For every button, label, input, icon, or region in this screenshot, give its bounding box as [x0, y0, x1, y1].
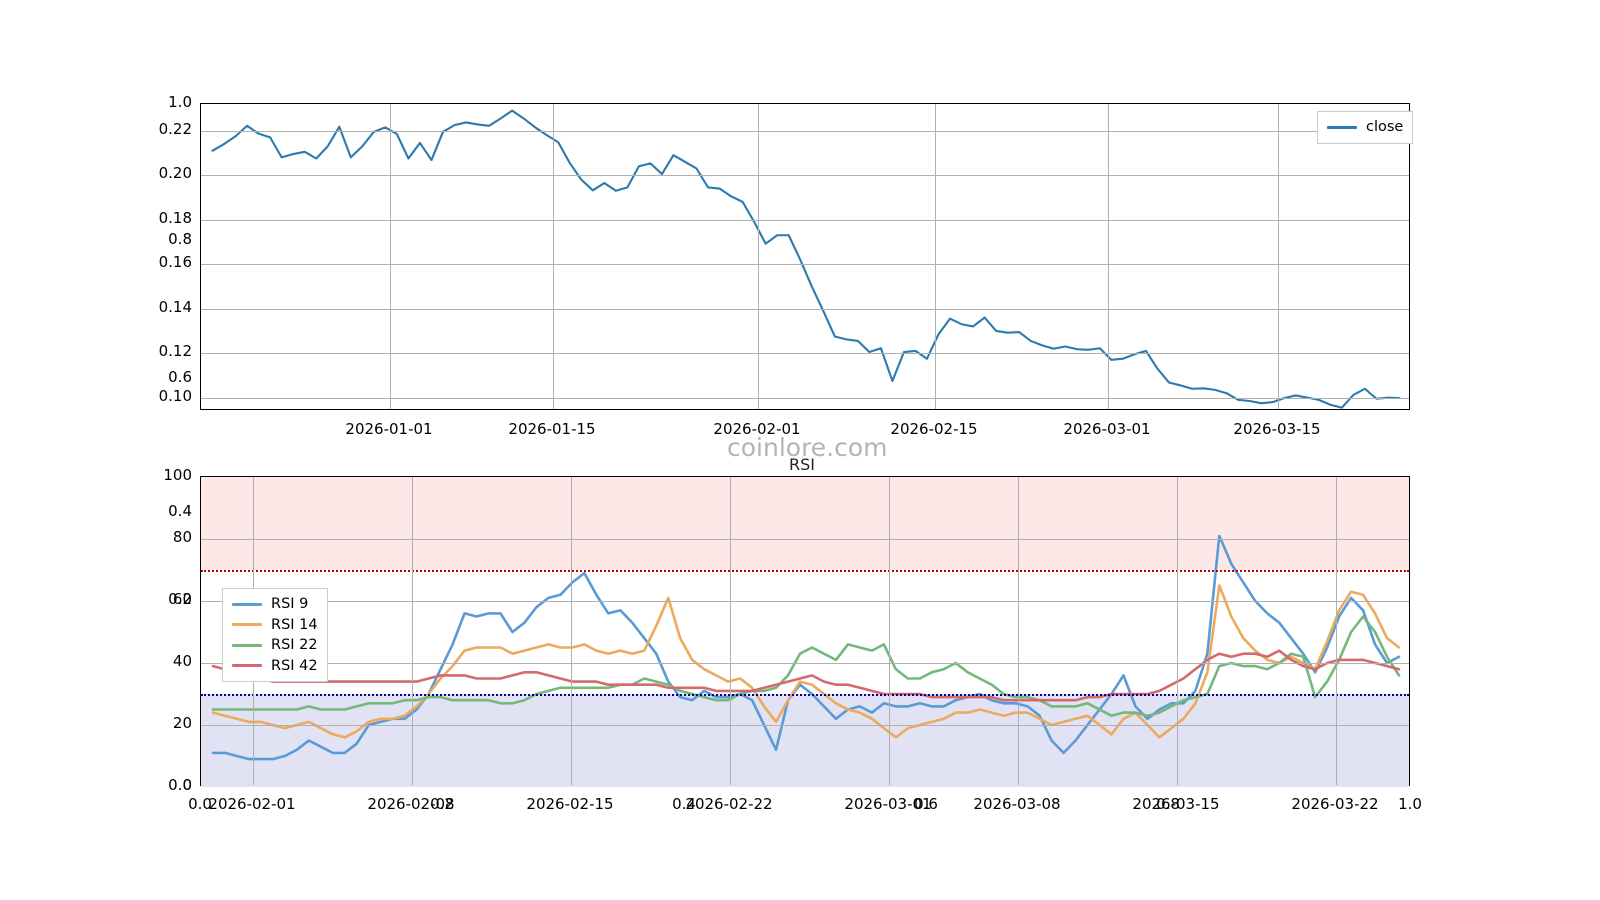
rsi-gridline-v — [889, 477, 890, 785]
overbought-band — [201, 477, 1409, 570]
rsi-x-tick-label: 2026-02-15 — [526, 795, 614, 813]
rsi-x-tick-label: 2026-02-08 — [367, 795, 455, 813]
price-x-tick-label: 2026-02-15 — [890, 420, 978, 438]
price-line-series — [211, 109, 1401, 409]
rsi-x-overlay-tick-label: 0.8 — [1156, 795, 1180, 813]
price-y-tick-label: 0.16 — [158, 253, 192, 272]
price-y-overlay-tick-label: 1.0 — [168, 93, 192, 111]
price-y-tick-label: 0.18 — [158, 208, 192, 227]
legend-color-swatch-icon — [1327, 125, 1357, 129]
rsi-y-tick-label: 20 — [172, 714, 192, 732]
rsi-legend-item[interactable]: RSI 14 — [232, 615, 318, 636]
rsi-y-overlay-tick-label: 0.2 — [168, 590, 192, 608]
rsi-legend-item[interactable]: RSI 22 — [232, 635, 318, 656]
legend-label: RSI 42 — [271, 657, 318, 674]
price-x-tick-label: 2026-02-01 — [713, 420, 801, 438]
price-chart-panel — [200, 103, 1410, 410]
rsi-x-overlay-tick-label: 0.4 — [672, 795, 696, 813]
rsi-gridline-h — [201, 725, 1409, 726]
rsi-x-tick-label: 2026-02-01 — [208, 795, 296, 813]
rsi-legend-item[interactable]: RSI 9 — [232, 594, 318, 615]
legend-color-swatch-icon — [232, 664, 262, 668]
rsi-x-overlay-tick-label: 1.0 — [1398, 795, 1422, 813]
price-y-overlay-tick-label: 0.6 — [168, 368, 192, 386]
rsi-gridline-v — [412, 477, 413, 785]
legend-label: RSI 9 — [271, 596, 309, 612]
rsi-chart-panel — [200, 476, 1410, 787]
price-gridline-h — [201, 397, 1409, 399]
price-x-tick-label: 2026-01-01 — [345, 420, 433, 438]
overbought-reference-line — [201, 570, 1409, 572]
rsi-gridline-h — [201, 663, 1409, 664]
rsi-gridline-v — [730, 477, 731, 785]
legend-color-swatch-icon — [232, 643, 262, 647]
legend-color-swatch-icon — [232, 623, 262, 627]
rsi-y-tick-label: 80 — [172, 528, 192, 546]
price-gridline-v — [758, 104, 759, 409]
rsi-y-overlay-tick-label: 0.0 — [168, 776, 192, 794]
price-gridline-h — [201, 353, 1409, 355]
rsi-gridline-h — [201, 539, 1409, 540]
price-gridline-h — [201, 219, 1409, 221]
price-gridline-h — [201, 130, 1409, 132]
rsi-panel-title: RSI — [789, 455, 815, 474]
price-x-tick-label: 2026-03-01 — [1063, 420, 1151, 438]
rsi-y-tick-label: 100 — [163, 466, 192, 484]
rsi-x-tick-label: 2026-03-15 — [1132, 795, 1220, 813]
price-gridline-v — [1278, 104, 1279, 409]
legend-label: RSI 22 — [271, 637, 318, 653]
price-gridline-h — [201, 175, 1409, 177]
price-legend-item[interactable]: close — [1327, 117, 1403, 138]
legend-color-swatch-icon — [232, 602, 262, 606]
price-gridline-h — [201, 264, 1409, 266]
rsi-gridline-v — [1336, 477, 1337, 785]
rsi-x-overlay-tick-label: 0.2 — [430, 795, 454, 813]
price-y-tick-label: 0.12 — [158, 342, 192, 361]
rsi-line-series — [211, 534, 1401, 761]
price-gridline-v — [935, 104, 936, 409]
coinlore-watermark: coinlore.com — [727, 433, 888, 462]
rsi-y-tick-label: 40 — [172, 652, 192, 670]
rsi-x-tick-label: 2026-03-01 — [844, 795, 932, 813]
legend-label: close — [1366, 119, 1404, 135]
rsi-x-tick-label: 2026-03-22 — [1291, 795, 1379, 813]
rsi-gridline-v — [571, 477, 572, 785]
rsi-legend-item[interactable]: RSI 42 — [232, 656, 318, 677]
rsi-gridline-v — [1177, 477, 1178, 785]
rsi-x-tick-label: 2026-03-08 — [973, 795, 1061, 813]
price-gridline-v — [1108, 104, 1109, 409]
oversold-band — [201, 694, 1409, 787]
price-y-tick-label: 0.20 — [158, 164, 192, 183]
price-gridline-v — [390, 104, 391, 409]
rsi-chart-legend[interactable]: RSI 9 RSI 14 RSI 22 RSI 42 — [222, 588, 328, 682]
rsi-x-overlay-tick-label: 0.6 — [914, 795, 938, 813]
rsi-y-overlay-tick-label: 0.4 — [168, 502, 192, 520]
legend-label: RSI 14 — [271, 616, 318, 633]
rsi-y-tick-label: 0 — [182, 776, 192, 794]
price-y-overlay-tick-label: 0.8 — [168, 230, 192, 248]
oversold-reference-line — [201, 694, 1409, 696]
rsi-gridline-h — [201, 601, 1409, 602]
rsi-y-tick-label: 60 — [172, 590, 192, 608]
price-y-tick-label: 0.22 — [158, 119, 192, 138]
price-gridline-h — [201, 308, 1409, 310]
rsi-x-tick-label: 2026-02-22 — [685, 795, 773, 813]
price-chart-legend[interactable]: close — [1317, 111, 1414, 144]
price-y-tick-label: 0.14 — [158, 297, 192, 316]
price-x-tick-label: 2026-01-15 — [508, 420, 596, 438]
rsi-x-overlay-tick-label: 0.0 — [188, 795, 212, 813]
price-gridline-v — [553, 104, 554, 409]
rsi-gridline-v — [1018, 477, 1019, 785]
price-y-tick-label: 0.10 — [158, 386, 192, 405]
price-x-tick-label: 2026-03-15 — [1233, 420, 1321, 438]
